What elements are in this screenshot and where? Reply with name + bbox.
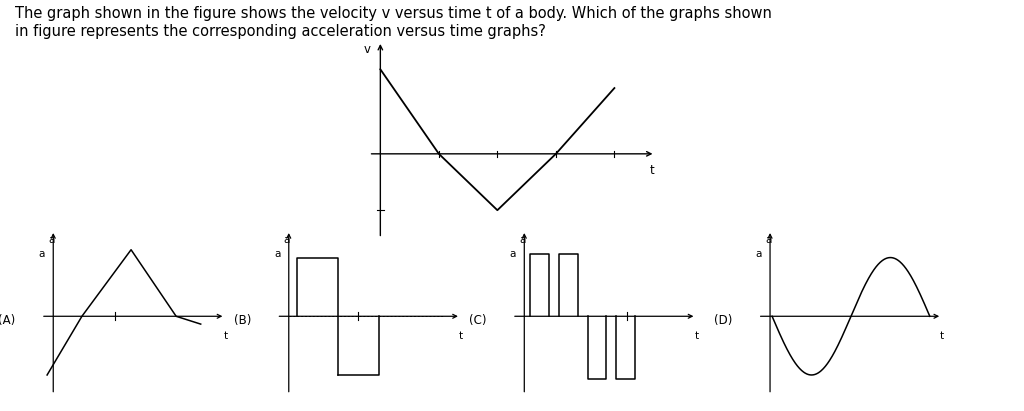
Text: t: t (459, 331, 463, 341)
Text: a: a (284, 236, 290, 245)
Text: t: t (694, 331, 698, 341)
Text: a: a (274, 249, 281, 259)
Text: (D): (D) (714, 314, 732, 327)
Text: t: t (223, 331, 227, 341)
Text: a: a (756, 249, 762, 259)
Text: a: a (519, 236, 525, 245)
Text: v: v (364, 44, 371, 56)
Text: (A): (A) (0, 314, 15, 327)
Text: a: a (48, 236, 54, 245)
Text: t: t (940, 331, 944, 341)
Text: t: t (650, 164, 654, 177)
Text: a: a (39, 249, 45, 259)
Text: (B): (B) (233, 314, 251, 327)
Text: (C): (C) (469, 314, 486, 327)
Text: a: a (765, 236, 771, 245)
Text: The graph shown in the figure shows the velocity v versus time t of a body. Whic: The graph shown in the figure shows the … (15, 6, 772, 39)
Text: a: a (510, 249, 516, 259)
